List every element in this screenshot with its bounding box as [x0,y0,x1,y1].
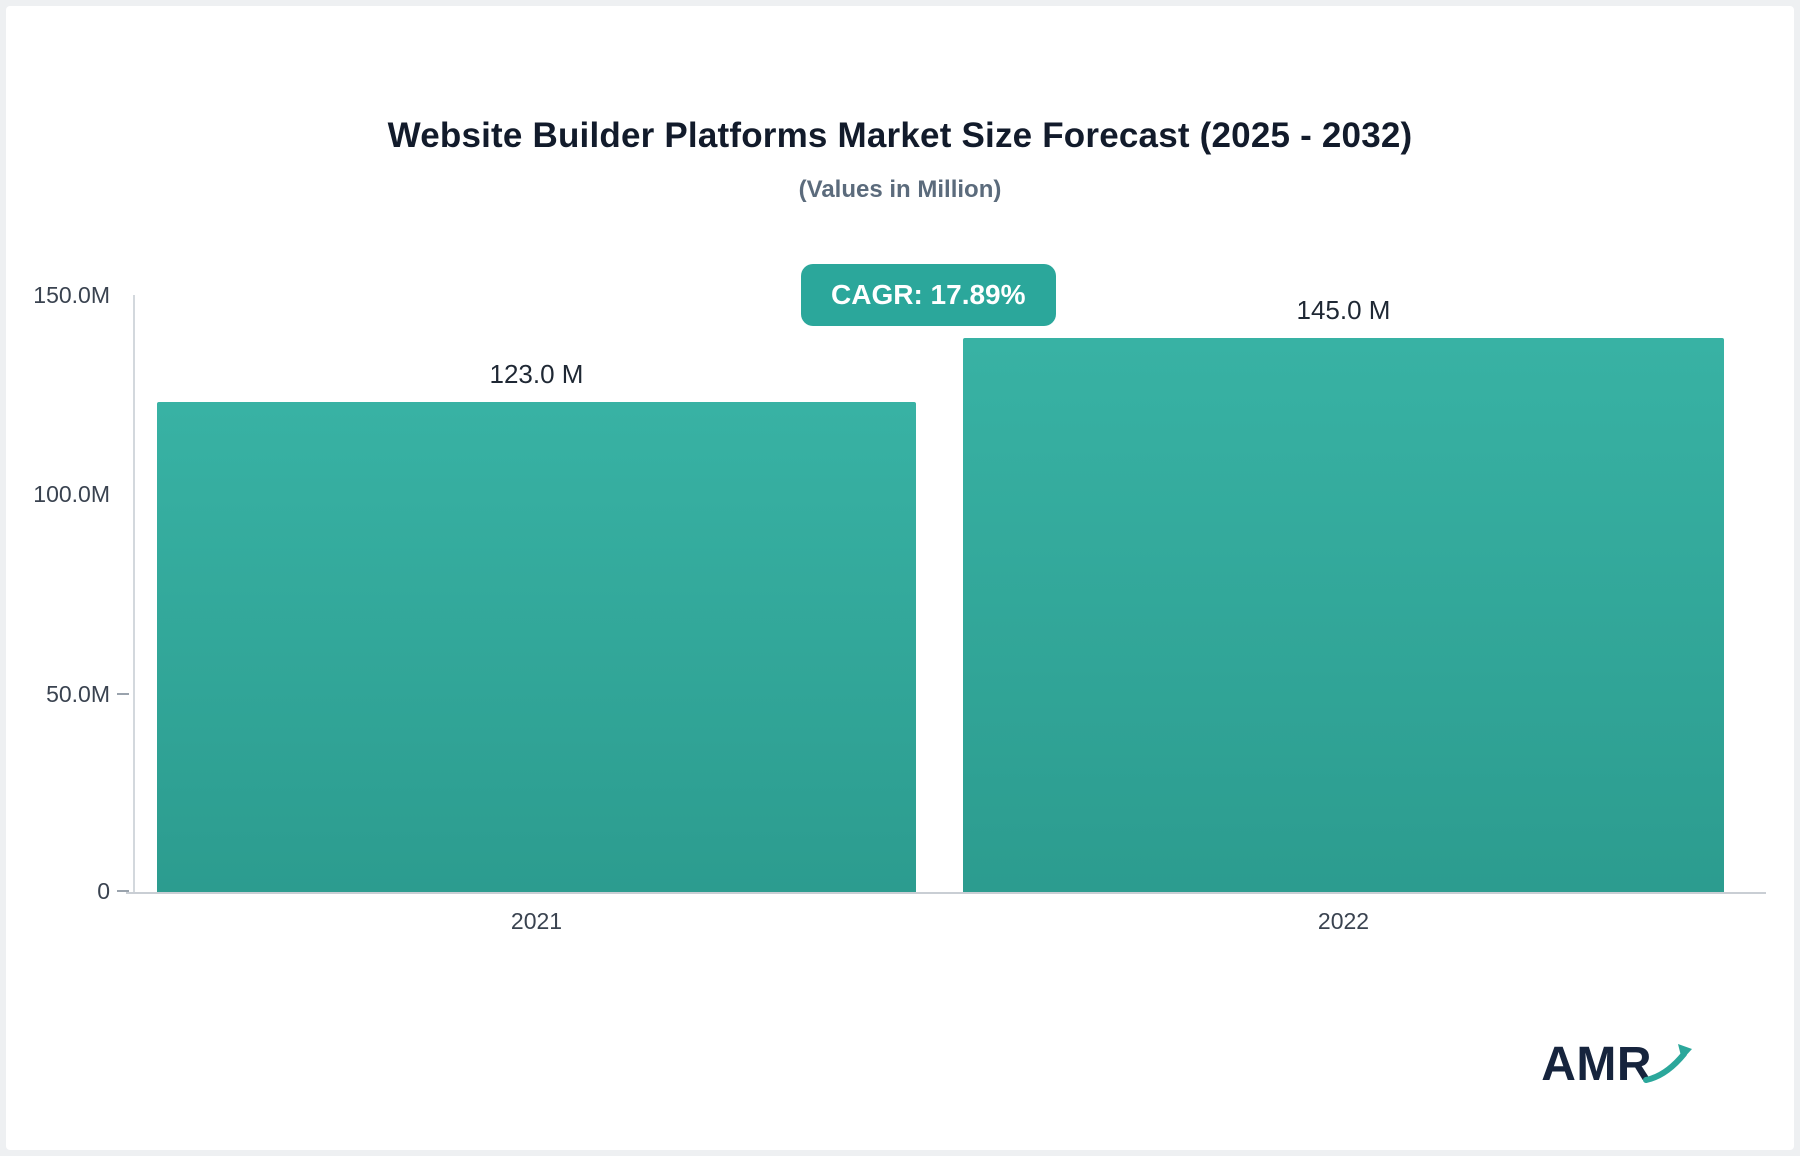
chart-subtitle: (Values in Million) [798,176,1002,203]
plot-area: 123.0 M 145.0 M [134,295,1766,892]
bar-value-label-2021: 123.0 M [489,359,584,390]
chart-title: Website Builder Platforms Market Size Fo… [387,116,1413,155]
amr-logo-text: AMR [1541,1038,1652,1091]
y-tick-mark-0 [117,890,129,892]
y-axis-line [133,295,135,894]
bar-2022 [963,338,1724,892]
growth-arrow-icon [1642,1042,1694,1091]
y-tick-label-150: 150.0M [33,282,110,308]
bar-column-2022: 145.0 M [963,295,1724,892]
x-tick-label-2021: 2021 [510,908,563,934]
y-tick-label-100: 100.0M [33,481,110,507]
cagr-badge: CAGR: 17.89% [801,264,1056,326]
chart-card: Website Builder Platforms Market Size Fo… [6,6,1794,1150]
bar-value-label-2022: 145.0 M [1296,295,1391,325]
bar-2021 [157,402,916,892]
bar-column-2021: 123.0 M [157,295,916,892]
x-axis-line [126,892,1766,894]
y-tick-label-50: 50.0M [46,681,110,707]
amr-logo: AMR [1541,1037,1694,1092]
x-tick-label-2022: 2022 [1317,908,1370,934]
y-tick-label-0: 0 [97,878,110,904]
bar-chart: Website Builder Platforms Market Size Fo… [6,6,1794,1150]
y-tick-mark-50 [117,693,129,695]
